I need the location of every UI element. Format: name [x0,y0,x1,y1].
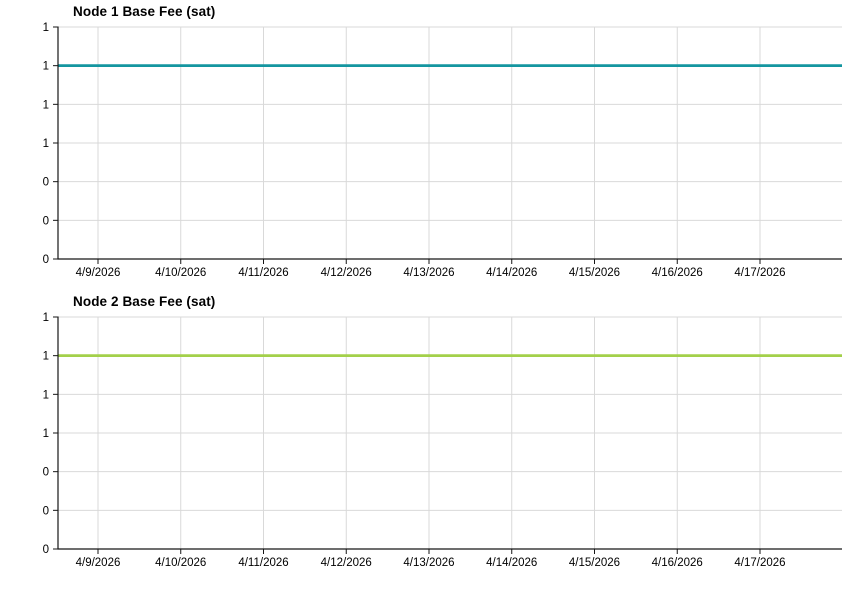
y-tick-label: 0 [43,544,49,556]
chart-title-node-1: Node 1 Base Fee (sat) [73,4,216,19]
plot-svg: 1 1 1 1 0 0 0 4/9/2026 4/10/2026 4/11/2026 4/12/20… [43,312,842,569]
y-tick-label: 1 [43,99,49,111]
y-tick-label: 1 [43,428,49,440]
x-tick-label: 4/13/2026 [403,267,454,279]
chart-title-node-2: Node 2 Base Fee (sat) [73,294,216,309]
y-tick-label: 0 [43,215,49,227]
y-tick-label: 0 [43,177,49,189]
plot-svg: 1 1 1 1 0 0 0 4/9/2026 4/10/2026 4/11/2026 4/12/20… [43,22,842,279]
x-tick-label: 4/15/2026 [569,267,620,279]
x-tick-label: 4/11/2026 [238,267,288,279]
x-tick-label: 4/10/2026 [155,557,206,569]
x-tick-label: 4/10/2026 [155,267,206,279]
x-tick-label: 4/11/2026 [238,557,288,569]
x-tick-label: 4/17/2026 [734,557,785,569]
y-tick-label: 1 [43,61,49,73]
plot-area-node-2: 1 1 1 1 0 0 0 4/9/2026 4/10/2026 4/11/2026 4/12/20… [0,291,860,582]
x-tick-label: 4/16/2026 [652,557,703,569]
x-tick-label: 4/12/2026 [321,267,372,279]
plot-area-node-1: 1 1 1 1 0 0 0 4/9/2026 4/10/2026 4/11/2026 4/12/20… [0,1,860,292]
x-tick-label: 4/15/2026 [569,557,620,569]
chart-node-2-base-fee: Node 2 Base Fee (sat) 1 1 1 1 0 0 0 4/9/2026 4/1… [0,291,860,582]
y-tick-label: 1 [43,138,49,150]
y-tick-label: 1 [43,351,49,363]
y-tick-label: 0 [43,254,49,266]
y-tick-label: 0 [43,467,49,479]
y-tick-label: 1 [43,22,49,34]
x-tick-label: 4/16/2026 [652,267,703,279]
x-tick-label: 4/14/2026 [486,267,537,279]
chart-node-1-base-fee: Node 1 Base Fee (sat) 1 1 1 1 0 0 0 4/9/2026 4/1… [0,1,860,292]
x-tick-label: 4/17/2026 [734,267,785,279]
x-tick-label: 4/9/2026 [76,267,121,279]
x-tick-label: 4/14/2026 [486,557,537,569]
y-tick-label: 1 [43,312,49,324]
x-tick-label: 4/13/2026 [403,557,454,569]
y-tick-label: 0 [43,505,49,517]
x-tick-label: 4/12/2026 [321,557,372,569]
x-tick-label: 4/9/2026 [76,557,121,569]
y-tick-label: 1 [43,389,49,401]
